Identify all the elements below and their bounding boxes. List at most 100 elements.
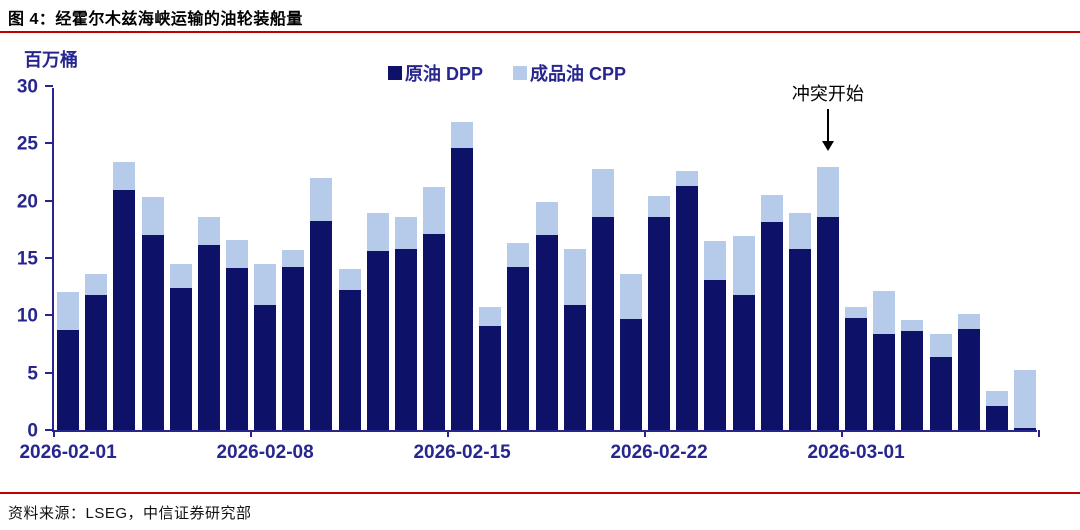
y-axis-tick-10	[45, 314, 53, 317]
x-axis-label-2026-02-01: 2026-02-01	[19, 442, 117, 463]
y-axis-tick-20	[45, 199, 53, 202]
bar-segment-dpp	[957, 329, 980, 430]
bar-segment-dpp	[591, 216, 614, 430]
x-axis-tick	[250, 430, 252, 437]
x-axis-tick	[1038, 430, 1040, 437]
bar-segment-cpp	[816, 167, 839, 217]
bar-2026-02-02	[85, 274, 108, 430]
bar-segment-dpp	[57, 330, 80, 430]
bar-2026-02-13	[394, 216, 417, 430]
dpp-color-swatch-icon	[388, 66, 402, 80]
bar-segment-cpp	[901, 319, 924, 332]
legend-item-crude-dpp: 原油 DPP	[388, 60, 483, 86]
y-axis-label-30: 30	[16, 76, 38, 98]
bar-segment-cpp	[451, 121, 474, 148]
bar-segment-dpp	[451, 147, 474, 430]
bar-segment-dpp	[985, 405, 1008, 430]
bar-2026-03-03	[901, 319, 924, 430]
bar-2026-02-10	[310, 177, 333, 430]
bar-segment-dpp	[845, 317, 868, 430]
bar-2026-02-26	[760, 194, 783, 430]
bar-segment-dpp	[563, 305, 586, 430]
bar-segment-dpp	[113, 190, 136, 430]
bar-2026-03-07	[1013, 370, 1036, 430]
cpp-color-swatch-icon	[513, 66, 528, 80]
down-arrow-icon	[826, 109, 829, 141]
bar-segment-cpp	[845, 307, 868, 318]
bar-segment-cpp	[225, 239, 248, 269]
bar-segment-cpp	[732, 236, 755, 295]
bar-segment-dpp	[760, 222, 783, 430]
bar-segment-cpp	[282, 250, 305, 268]
x-axis-tick	[644, 430, 646, 437]
y-axis-label-15: 15	[16, 248, 38, 270]
bar-segment-cpp	[85, 274, 108, 295]
bar-2026-02-16	[479, 307, 502, 430]
chart-legend: 原油 DPP 成品油 CPP	[388, 60, 626, 86]
y-axis-tick-25	[45, 142, 53, 145]
bar-2026-02-06	[197, 216, 220, 430]
y-axis-tick-0	[45, 429, 53, 431]
bar-segment-dpp	[85, 294, 108, 430]
x-axis-label-2026-03-01: 2026-03-01	[807, 442, 905, 463]
bar-segment-cpp	[648, 196, 671, 217]
x-axis-tick	[53, 430, 55, 437]
bar-2026-02-20	[591, 168, 614, 430]
legend-label-dpp: 原油 DPP	[405, 64, 484, 84]
x-axis-label-2026-02-08: 2026-02-08	[216, 442, 314, 463]
bar-segment-cpp	[507, 243, 530, 268]
bar-segment-dpp	[197, 245, 220, 430]
down-arrow-head-icon	[821, 141, 834, 151]
bar-2026-03-01	[845, 307, 868, 430]
bar-segment-cpp	[169, 263, 192, 288]
bar-segment-cpp	[254, 263, 277, 306]
bar-2026-02-21	[619, 274, 642, 430]
bar-segment-dpp	[535, 235, 558, 430]
bar-2026-03-06	[985, 391, 1008, 430]
bar-segment-dpp	[225, 268, 248, 430]
y-axis-label-20: 20	[16, 191, 38, 213]
bar-segment-cpp	[366, 213, 389, 252]
bar-2026-03-04	[929, 333, 952, 430]
top-divider-line	[0, 31, 1080, 33]
bar-2026-02-14	[422, 186, 445, 430]
bar-2026-02-04	[141, 197, 164, 430]
bar-2026-02-17	[507, 243, 530, 430]
bar-segment-dpp	[873, 333, 896, 430]
source-note: 资料来源：LSEG，中信证券研究部	[8, 505, 252, 522]
bar-2026-02-01	[57, 292, 80, 430]
bar-2026-03-05	[957, 314, 980, 430]
bar-segment-cpp	[760, 194, 783, 223]
bar-segment-dpp	[676, 185, 699, 430]
x-axis-label-2026-02-22: 2026-02-22	[610, 442, 708, 463]
bar-segment-dpp	[141, 235, 164, 430]
plot-area: 冲突开始 0 5 10 15 20 25 30 2026-02-01 2026-02-08 202…	[17, 78, 1040, 463]
y-axis-tick-15	[45, 257, 53, 259]
y-axis-unit-label: 百万桶	[24, 50, 78, 70]
bar-segment-dpp	[282, 267, 305, 430]
conflict-start-annotation: 冲突开始	[792, 80, 864, 151]
bar-segment-cpp	[57, 292, 80, 331]
bar-2026-02-07	[225, 239, 248, 430]
bar-segment-dpp	[704, 279, 727, 430]
bar-segment-dpp	[422, 233, 445, 430]
bar-segment-cpp	[1013, 370, 1036, 428]
bar-segment-dpp	[732, 294, 755, 430]
bar-segment-dpp	[1013, 427, 1036, 430]
bar-segment-cpp	[197, 216, 220, 246]
y-axis-label-0: 0	[27, 420, 38, 442]
bar-segment-dpp	[366, 251, 389, 430]
bottom-divider-line	[0, 492, 1080, 494]
bar-segment-dpp	[507, 267, 530, 430]
bar-segment-cpp	[310, 177, 333, 222]
bar-2026-02-03	[113, 161, 136, 430]
bar-segment-dpp	[338, 290, 361, 430]
x-axis-tick	[447, 430, 449, 437]
bar-segment-cpp	[957, 314, 980, 330]
bar-segment-cpp	[676, 170, 699, 186]
y-axis-label-5: 5	[27, 363, 38, 385]
bar-segment-cpp	[113, 161, 136, 191]
bar-segment-cpp	[873, 291, 896, 334]
y-axis-label-10: 10	[16, 305, 38, 327]
bar-segment-dpp	[788, 248, 811, 430]
